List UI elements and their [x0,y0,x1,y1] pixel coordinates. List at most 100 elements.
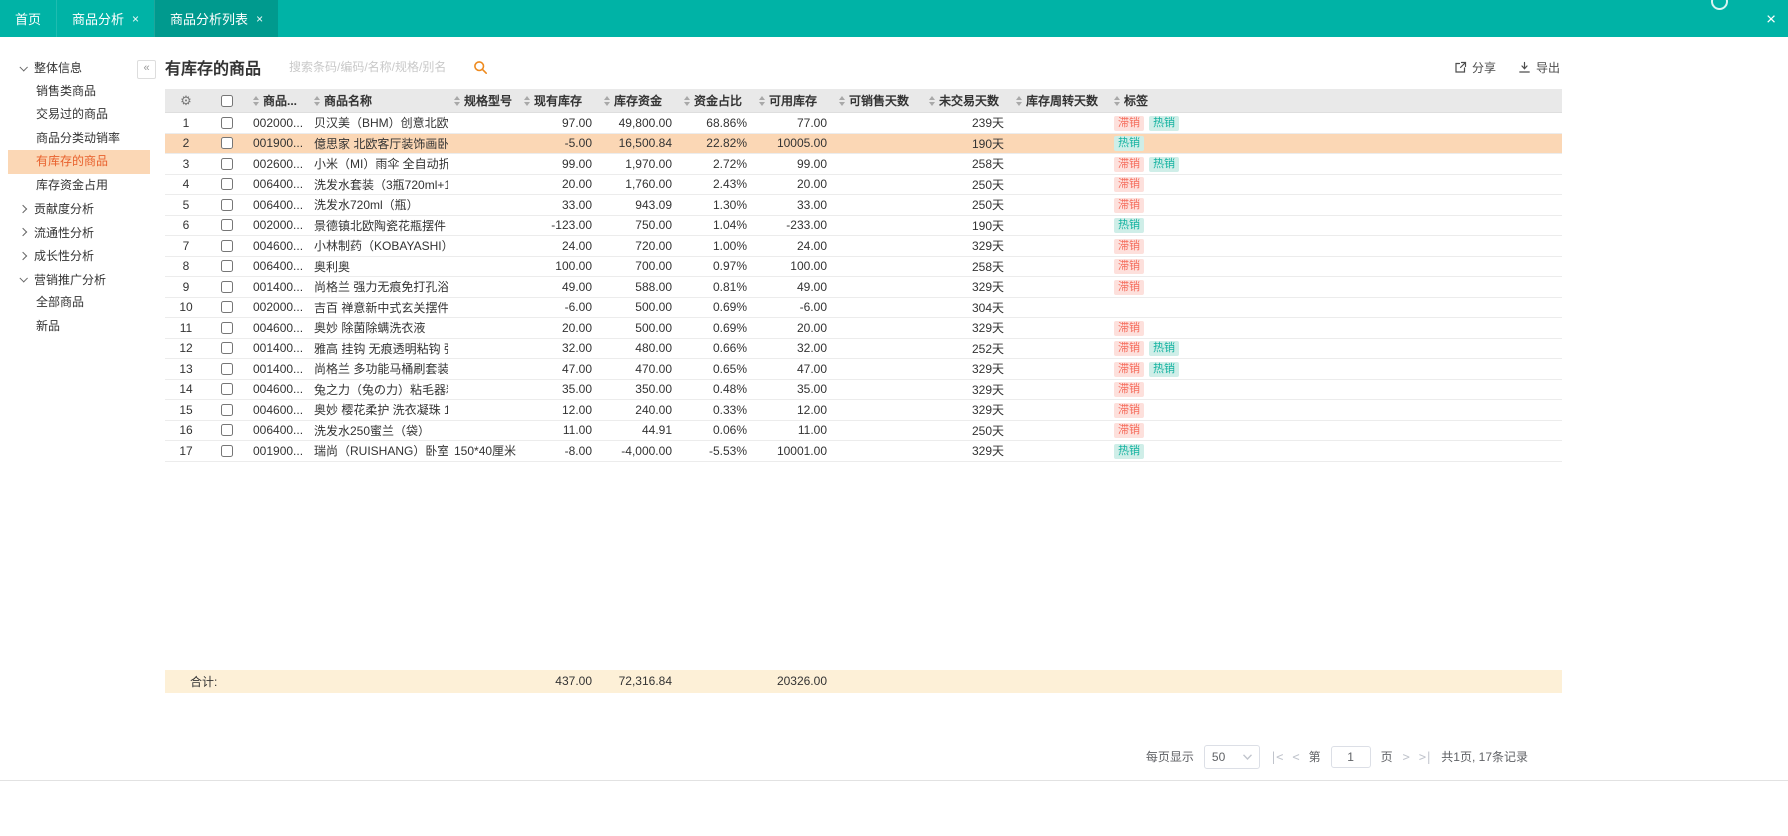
column-header-name[interactable]: 商品名称 [308,89,448,112]
share-label: 分享 [1471,60,1496,75]
cell-no_trade_days: 250天 [971,198,1004,213]
table-row[interactable]: 15 004600... 奥妙 樱花柔护 洗衣凝珠 10(12.00 240.00 0.… [165,400,1562,421]
page-input[interactable] [1330,745,1371,768]
table-row[interactable]: 12 001400... 雅高 挂钩 无痕透明粘钩 强力 32.00 480.00 0.6… [165,339,1562,359]
sidebar-group[interactable]: 成长性分析 [8,244,150,268]
row-checkbox[interactable] [221,137,233,150]
cell-capital: 750.00 [635,218,672,233]
search-icon[interactable] [473,60,488,75]
sidebar-group[interactable]: 营销推广分析 [8,268,150,292]
table-row[interactable]: 11 004600... 奥妙 除菌除螨洗衣液 20.00 500.00 0.69% 20.… [165,318,1562,339]
row-checkbox[interactable] [221,403,233,416]
column-header-available[interactable]: 可用库存 [753,89,833,112]
column-header-code[interactable]: 商品... [247,89,308,112]
table-row[interactable]: 3 002600... 小米（MI）雨伞 全自动折叠 99.00 1,970.00 2.7… [165,154,1562,175]
table-row[interactable]: 4 006400... 洗发水套装（3瓶720ml+1瓶 20.00 1,760.00 2… [165,175,1562,195]
cell-no_trade_days: 258天 [971,157,1004,172]
chevron-down-icon [1242,753,1252,760]
row-number: 4 [182,177,190,192]
row-checkbox[interactable] [221,198,233,211]
tab[interactable]: 首页 [0,0,56,37]
sidebar-item[interactable]: 有库存的商品 [8,150,150,174]
sidebar-item[interactable]: 商品分类动销率 [8,127,150,151]
table-row[interactable]: 6 002000... 景德镇北欧陶瓷花瓶摆件 优 -123.00 750.00 1.04… [165,216,1562,236]
cell-tags: 滞销 [1108,279,1562,295]
cell-capital: 943.09 [635,197,672,212]
tag-badge: 热销 [1149,156,1179,172]
row-checkbox[interactable] [221,362,233,375]
row-checkbox[interactable] [221,444,233,457]
row-checkbox[interactable] [221,424,233,437]
export-button[interactable]: 导出 [1518,59,1560,76]
sidebar-item[interactable]: 新品 [8,315,150,339]
row-checkbox[interactable] [221,383,233,396]
cell-capital: 700.00 [635,259,672,274]
tab[interactable]: 商品分析 × [56,0,154,37]
table-row[interactable]: 8 006400... 奥利奥 100.00 700.00 0.97% 100.00 258天… [165,257,1562,277]
column-header-num: ⚙ [165,89,207,112]
next-page-button[interactable]: > [1402,749,1410,764]
row-checkbox[interactable] [221,342,233,355]
select-all-checkbox[interactable] [221,94,233,107]
cell-available: -233.00 [786,218,827,233]
table-row[interactable]: 1 002000... 贝汉美（BHM）创意北欧陶瓷 97.00 49,800.00 68… [165,113,1562,134]
table-row[interactable]: 7 004600... 小林制药（KOBAYASHI）日 24.00 720.00 1.0… [165,236,1562,257]
table-row[interactable]: 10 002000... 吉百 禅意新中式玄关摆件套 -6.00 500.00 0.69%… [165,298,1562,318]
column-header-capital[interactable]: 库存资金 [598,89,678,112]
cell-code: 001900... [253,136,304,151]
column-header-turnover_days[interactable]: 库存周转天数 [1010,89,1108,112]
cell-tags: 滞销 [1108,197,1562,213]
column-header-no_trade_days[interactable]: 未交易天数 [923,89,1010,112]
cell-code: 004600... [253,382,304,397]
sidebar-item[interactable]: 交易过的商品 [8,103,150,127]
sidebar-group[interactable]: 流通性分析 [8,221,150,245]
prev-page-button[interactable]: < [1292,749,1299,764]
sidebar-item[interactable]: 库存资金占用 [8,174,150,198]
column-header-sellable_days[interactable]: 可销售天数 [833,89,923,112]
row-checkbox[interactable] [221,116,233,129]
table-row[interactable]: 16 006400... 洗发水250蜜兰（袋） 11.00 44.91 0.06% 11.… [165,421,1562,441]
first-page-button[interactable]: |< [1269,749,1283,764]
sidebar-item[interactable]: 全部商品 [8,291,150,315]
tab-close-icon[interactable]: × [132,11,140,26]
row-checkbox[interactable] [221,301,233,314]
cell-ratio: 0.65% [712,361,747,376]
row-checkbox[interactable] [221,157,233,170]
row-checkbox[interactable] [221,260,233,273]
table-row[interactable]: 13 001400... 尚格兰 多功能马桶刷套装 无 47.00 470.00 0.65… [165,359,1562,380]
sidebar-group[interactable]: 贡献度分析 [8,197,150,221]
table-row[interactable]: 5 006400... 洗发水720ml（瓶） 33.00 943.09 1.30% 33.… [165,195,1562,216]
gear-icon[interactable]: ⚙ [180,92,192,108]
cell-tags: 滞销 [1108,176,1562,193]
cell-ratio: -5.53% [708,443,747,458]
row-checkbox-cell [207,362,247,375]
column-header-stock[interactable]: 现有库存 [518,89,598,112]
sidebar-group[interactable]: 整体信息 [8,56,150,80]
search-input[interactable] [287,59,468,75]
tab-label: 商品分析列表 [170,12,249,27]
row-checkbox[interactable] [221,321,233,334]
sidebar-collapse-button[interactable]: « [137,60,156,79]
cell-ratio: 0.81% [712,279,747,294]
row-checkbox[interactable] [221,239,233,252]
tab[interactable]: 商品分析列表 × [154,0,279,37]
column-header-ratio[interactable]: 资金占比 [678,89,753,112]
table-row[interactable]: 14 004600... 兔之力（兔の力）粘毛器粘 35.00 350.00 0.48% 3… [165,380,1562,400]
row-checkbox[interactable] [221,178,233,191]
close-window-icon[interactable]: × [1766,9,1776,28]
row-checkbox-cell [207,342,247,355]
sidebar-item[interactable]: 销售类商品 [8,80,150,104]
column-header-spec[interactable]: 规格型号 [448,89,518,112]
tab-close-icon[interactable]: × [256,11,264,26]
tag-badge: 滞销 [1114,197,1144,213]
share-button[interactable]: 分享 [1454,59,1496,76]
per-page-select[interactable]: 50 [1203,744,1260,769]
row-checkbox[interactable] [221,219,233,232]
table-row[interactable]: 2 001900... 億思家 北欧客厅装饰画卧室 -5.00 16,500.84 22.… [165,133,1562,154]
table-row[interactable]: 9 001400... 尚格兰 强力无痕免打孔浴室 49.00 588.00 0.81% 4… [165,277,1562,298]
table-row[interactable]: 17 001900... 瑞尚（RUISHANG）卧室led 150*40厘米 -8.0… [165,441,1562,462]
tag-badge: 滞销 [1114,320,1144,336]
column-header-tags[interactable]: 标签 [1108,89,1562,112]
row-checkbox[interactable] [221,280,233,293]
last-page-button[interactable]: >| [1418,749,1432,764]
